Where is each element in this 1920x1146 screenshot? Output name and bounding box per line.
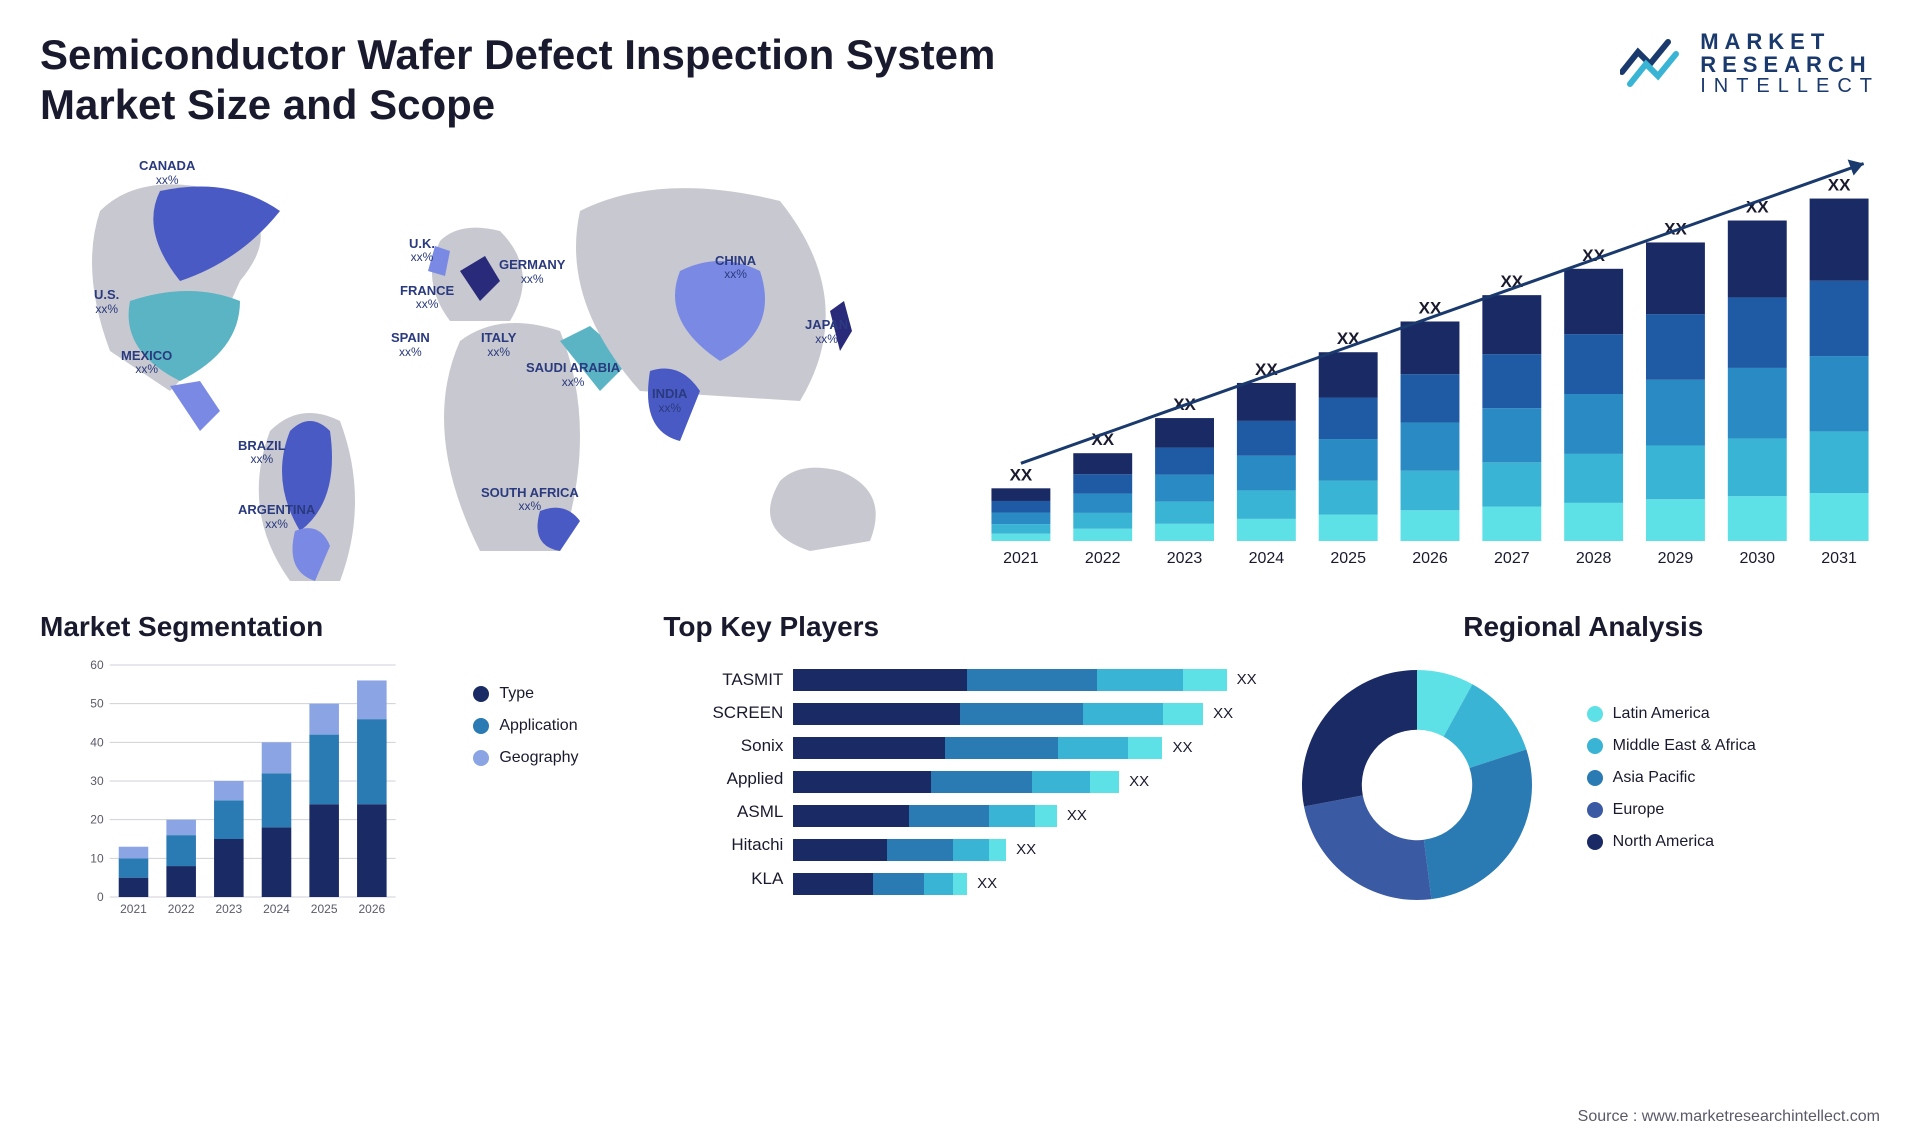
regional-panel: Regional Analysis Latin America Middle Ea… <box>1287 611 1880 925</box>
map-label: MEXICOxx% <box>121 349 172 376</box>
map-label: U.K.xx% <box>409 237 435 264</box>
svg-text:XX: XX <box>1828 175 1851 194</box>
svg-text:2026: 2026 <box>358 902 385 916</box>
legend-item: Latin America <box>1587 705 1880 723</box>
key-player-name: KLA <box>663 862 783 895</box>
key-player-name: Sonix <box>663 729 783 762</box>
svg-text:60: 60 <box>90 658 104 672</box>
map-label: JAPANxx% <box>805 318 848 345</box>
svg-text:2023: 2023 <box>215 902 242 916</box>
key-player-row: XX <box>793 867 1256 901</box>
svg-text:2029: 2029 <box>1658 550 1694 567</box>
segmentation-legend: Type Application Geography <box>473 655 633 925</box>
regional-donut <box>1287 655 1547 915</box>
svg-text:2031: 2031 <box>1821 550 1857 567</box>
key-player-name: Hitachi <box>663 828 783 861</box>
map-label: GERMANYxx% <box>499 258 565 285</box>
map-label: CHINAxx% <box>715 254 756 281</box>
regional-title: Regional Analysis <box>1287 611 1880 643</box>
svg-text:2021: 2021 <box>1003 550 1039 567</box>
svg-text:2025: 2025 <box>311 902 338 916</box>
svg-text:0: 0 <box>97 890 104 904</box>
segmentation-title: Market Segmentation <box>40 611 633 643</box>
svg-text:2024: 2024 <box>1249 550 1285 567</box>
key-player-row: XX <box>793 833 1256 867</box>
key-players-bars: XXXXXXXXXXXXXX <box>793 655 1256 901</box>
map-label: SAUDI ARABIAxx% <box>526 361 620 388</box>
key-player-name: Applied <box>663 762 783 795</box>
key-players-names: TASMITSCREENSonixAppliedASMLHitachiKLA <box>663 655 783 901</box>
key-player-row: XX <box>793 799 1256 833</box>
key-player-name: TASMIT <box>663 663 783 696</box>
svg-text:40: 40 <box>90 735 104 749</box>
key-player-name: SCREEN <box>663 696 783 729</box>
svg-text:2024: 2024 <box>263 902 290 916</box>
key-player-row: XX <box>793 663 1256 697</box>
logo-line1: MARKET <box>1700 30 1880 53</box>
svg-text:2030: 2030 <box>1739 550 1775 567</box>
svg-text:2026: 2026 <box>1412 550 1448 567</box>
key-players-panel: Top Key Players TASMITSCREENSonixApplied… <box>663 611 1256 925</box>
svg-text:30: 30 <box>90 774 104 788</box>
growth-bar-chart: XX2021XX2022XX2023XX2024XX2025XX2026XX20… <box>980 151 1880 581</box>
map-label: ARGENTINAxx% <box>238 503 315 530</box>
key-player-row: XX <box>793 731 1256 765</box>
key-players-title: Top Key Players <box>663 611 1256 643</box>
logo-icon <box>1620 34 1690 94</box>
map-label: U.S.xx% <box>94 288 119 315</box>
brand-logo: MARKET RESEARCH INTELLECT <box>1620 30 1880 97</box>
logo-line3: INTELLECT <box>1700 76 1880 97</box>
map-label: CANADAxx% <box>139 159 195 186</box>
legend-item: North America <box>1587 833 1880 851</box>
segmentation-panel: Market Segmentation 0 10 20 30 40 50 60 2021 202… <box>40 611 633 925</box>
logo-line2: RESEARCH <box>1700 53 1880 76</box>
world-map-svg <box>40 151 940 581</box>
key-player-row: XX <box>793 697 1256 731</box>
svg-text:2022: 2022 <box>168 902 195 916</box>
source-attribution: Source : www.marketresearchintellect.com <box>1578 1108 1880 1126</box>
page-title: Semiconductor Wafer Defect Inspection Sy… <box>40 30 1140 131</box>
legend-item: Geography <box>473 749 633 767</box>
map-label: SPAINxx% <box>391 331 430 358</box>
svg-text:2022: 2022 <box>1085 550 1121 567</box>
legend-item: Middle East & Africa <box>1587 737 1880 755</box>
svg-text:2027: 2027 <box>1494 550 1530 567</box>
svg-text:20: 20 <box>90 812 104 826</box>
key-player-name: ASML <box>663 795 783 828</box>
svg-text:2028: 2028 <box>1576 550 1612 567</box>
legend-item: Europe <box>1587 801 1880 819</box>
regional-legend: Latin America Middle East & Africa Asia Pa… <box>1587 705 1880 865</box>
svg-text:2025: 2025 <box>1330 550 1366 567</box>
svg-text:10: 10 <box>90 851 104 865</box>
legend-item: Asia Pacific <box>1587 769 1880 787</box>
map-label: ITALYxx% <box>481 331 516 358</box>
map-label: SOUTH AFRICAxx% <box>481 486 579 513</box>
svg-text:2021: 2021 <box>120 902 147 916</box>
legend-item: Application <box>473 717 633 735</box>
map-label: INDIAxx% <box>652 387 687 414</box>
map-label: BRAZILxx% <box>238 439 286 466</box>
svg-text:50: 50 <box>90 696 104 710</box>
legend-item: Type <box>473 685 633 703</box>
key-player-row: XX <box>793 765 1256 799</box>
map-label: FRANCExx% <box>400 284 454 311</box>
world-map: CANADAxx% U.S.xx% MEXICOxx% BRAZILxx% ARGENT… <box>40 151 940 581</box>
svg-text:2023: 2023 <box>1167 550 1203 567</box>
svg-text:XX: XX <box>1010 465 1033 484</box>
